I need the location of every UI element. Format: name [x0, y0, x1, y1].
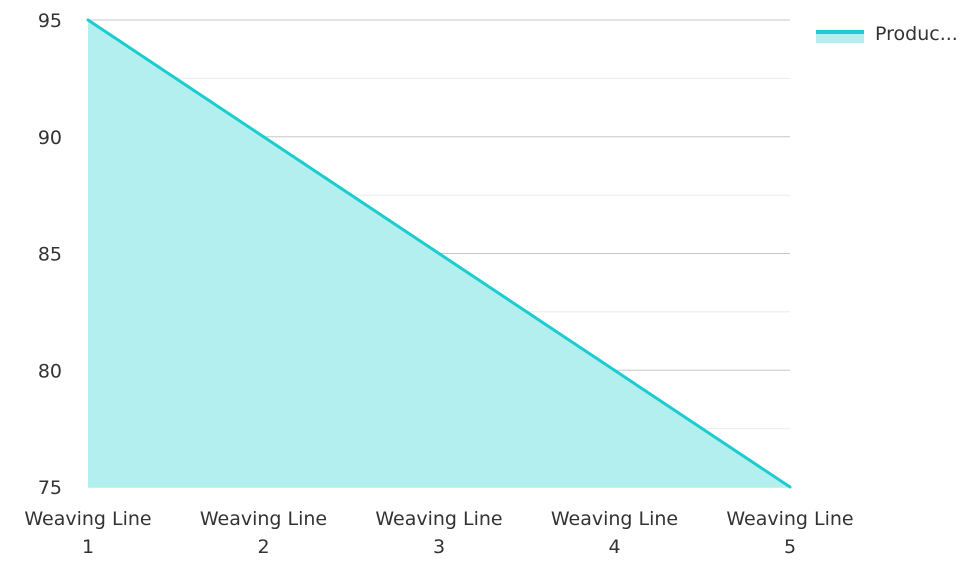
data-point	[437, 252, 441, 255]
data-point	[613, 368, 616, 372]
legend-swatch-fill	[816, 33, 864, 43]
y-tick-label: 95	[38, 10, 62, 32]
x-tick-label: Weaving Line 2	[200, 508, 327, 558]
y-tick-label: 90	[38, 127, 62, 149]
x-tick-label-line: Weaving Line	[24, 508, 151, 530]
x-tick-label: Weaving Line 1	[24, 508, 151, 558]
x-tick-label: Weaving Line 3	[375, 508, 502, 558]
data-point	[262, 135, 265, 139]
legend[interactable]: Produc...	[816, 23, 958, 45]
x-tick-label-line: 2	[257, 536, 269, 558]
data-point	[788, 485, 792, 489]
x-tick-label-line: 3	[433, 536, 445, 558]
x-tick-label-line: 5	[784, 536, 796, 558]
y-tick-label: 85	[38, 244, 62, 266]
x-tick-label: Weaving Line 4	[551, 508, 678, 558]
x-tick-label-line: Weaving Line	[200, 508, 327, 530]
data-point	[86, 18, 90, 22]
x-tick-label: Weaving Line 5	[726, 508, 853, 558]
legend-label: Produc...	[875, 23, 958, 45]
x-tick-label-line: Weaving Line	[551, 508, 678, 530]
x-tick-label-line: 1	[82, 536, 94, 558]
x-tick-label-line: 4	[608, 536, 620, 558]
y-axis-ticks: 75 80 85 90 95	[38, 10, 62, 499]
x-tick-label-line: Weaving Line	[726, 508, 853, 530]
y-tick-label: 80	[38, 360, 62, 382]
x-tick-label-line: Weaving Line	[375, 508, 502, 530]
y-tick-label: 75	[38, 477, 62, 499]
plot-area	[86, 18, 792, 489]
